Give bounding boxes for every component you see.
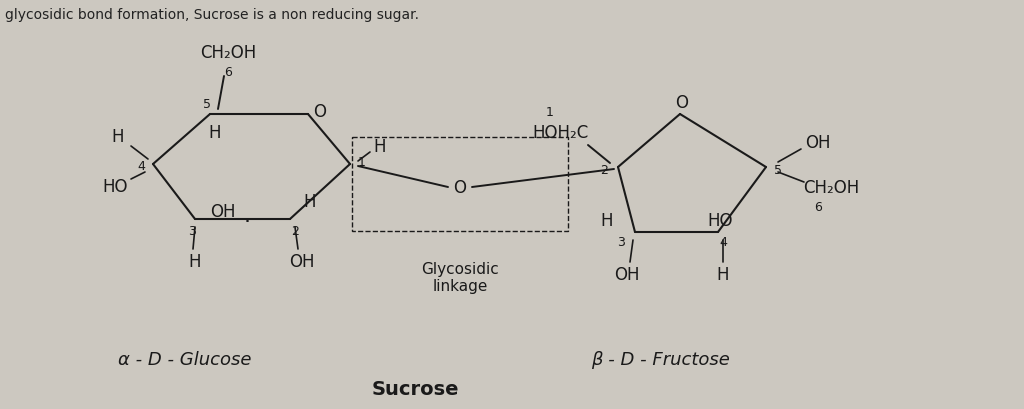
- Text: β - D - Fructose: β - D - Fructose: [591, 350, 729, 368]
- Text: H: H: [209, 124, 221, 142]
- Text: ·: ·: [244, 211, 251, 231]
- Text: OH: OH: [289, 252, 314, 270]
- Text: 2: 2: [291, 225, 299, 238]
- Text: HO: HO: [708, 211, 733, 229]
- Text: 5: 5: [774, 164, 782, 177]
- Bar: [352, 138, 568, 231]
- Text: HOH₂C: HOH₂C: [531, 124, 588, 142]
- Text: 6: 6: [814, 201, 822, 214]
- Text: 5: 5: [203, 98, 211, 111]
- Text: Sucrose: Sucrose: [372, 380, 459, 398]
- Text: 3: 3: [188, 225, 196, 238]
- Text: 1: 1: [358, 156, 366, 169]
- Text: H: H: [304, 193, 316, 211]
- Text: 6: 6: [224, 66, 232, 79]
- Text: O: O: [313, 103, 327, 121]
- Text: 2: 2: [600, 164, 608, 177]
- Text: Glycosidic
linkage: Glycosidic linkage: [421, 261, 499, 294]
- Text: CH₂OH: CH₂OH: [200, 44, 256, 62]
- Text: OH: OH: [805, 134, 830, 152]
- Text: H: H: [717, 265, 729, 283]
- Text: HO: HO: [102, 178, 128, 196]
- Text: OH: OH: [210, 202, 236, 220]
- Text: 3: 3: [617, 236, 625, 249]
- Text: H: H: [374, 138, 386, 155]
- Text: 4: 4: [719, 236, 727, 249]
- Text: 4: 4: [137, 160, 145, 173]
- Text: H: H: [601, 211, 613, 229]
- Text: O: O: [676, 94, 688, 112]
- Text: O: O: [454, 179, 467, 196]
- Text: H: H: [188, 252, 202, 270]
- Text: H: H: [112, 128, 124, 146]
- Text: OH: OH: [614, 265, 640, 283]
- Text: 1: 1: [546, 106, 554, 119]
- Text: α - D - Glucose: α - D - Glucose: [118, 350, 252, 368]
- Text: glycosidic bond formation, Sucrose is a non reducing sugar.: glycosidic bond formation, Sucrose is a …: [5, 8, 419, 22]
- Text: CH₂OH: CH₂OH: [803, 179, 859, 196]
